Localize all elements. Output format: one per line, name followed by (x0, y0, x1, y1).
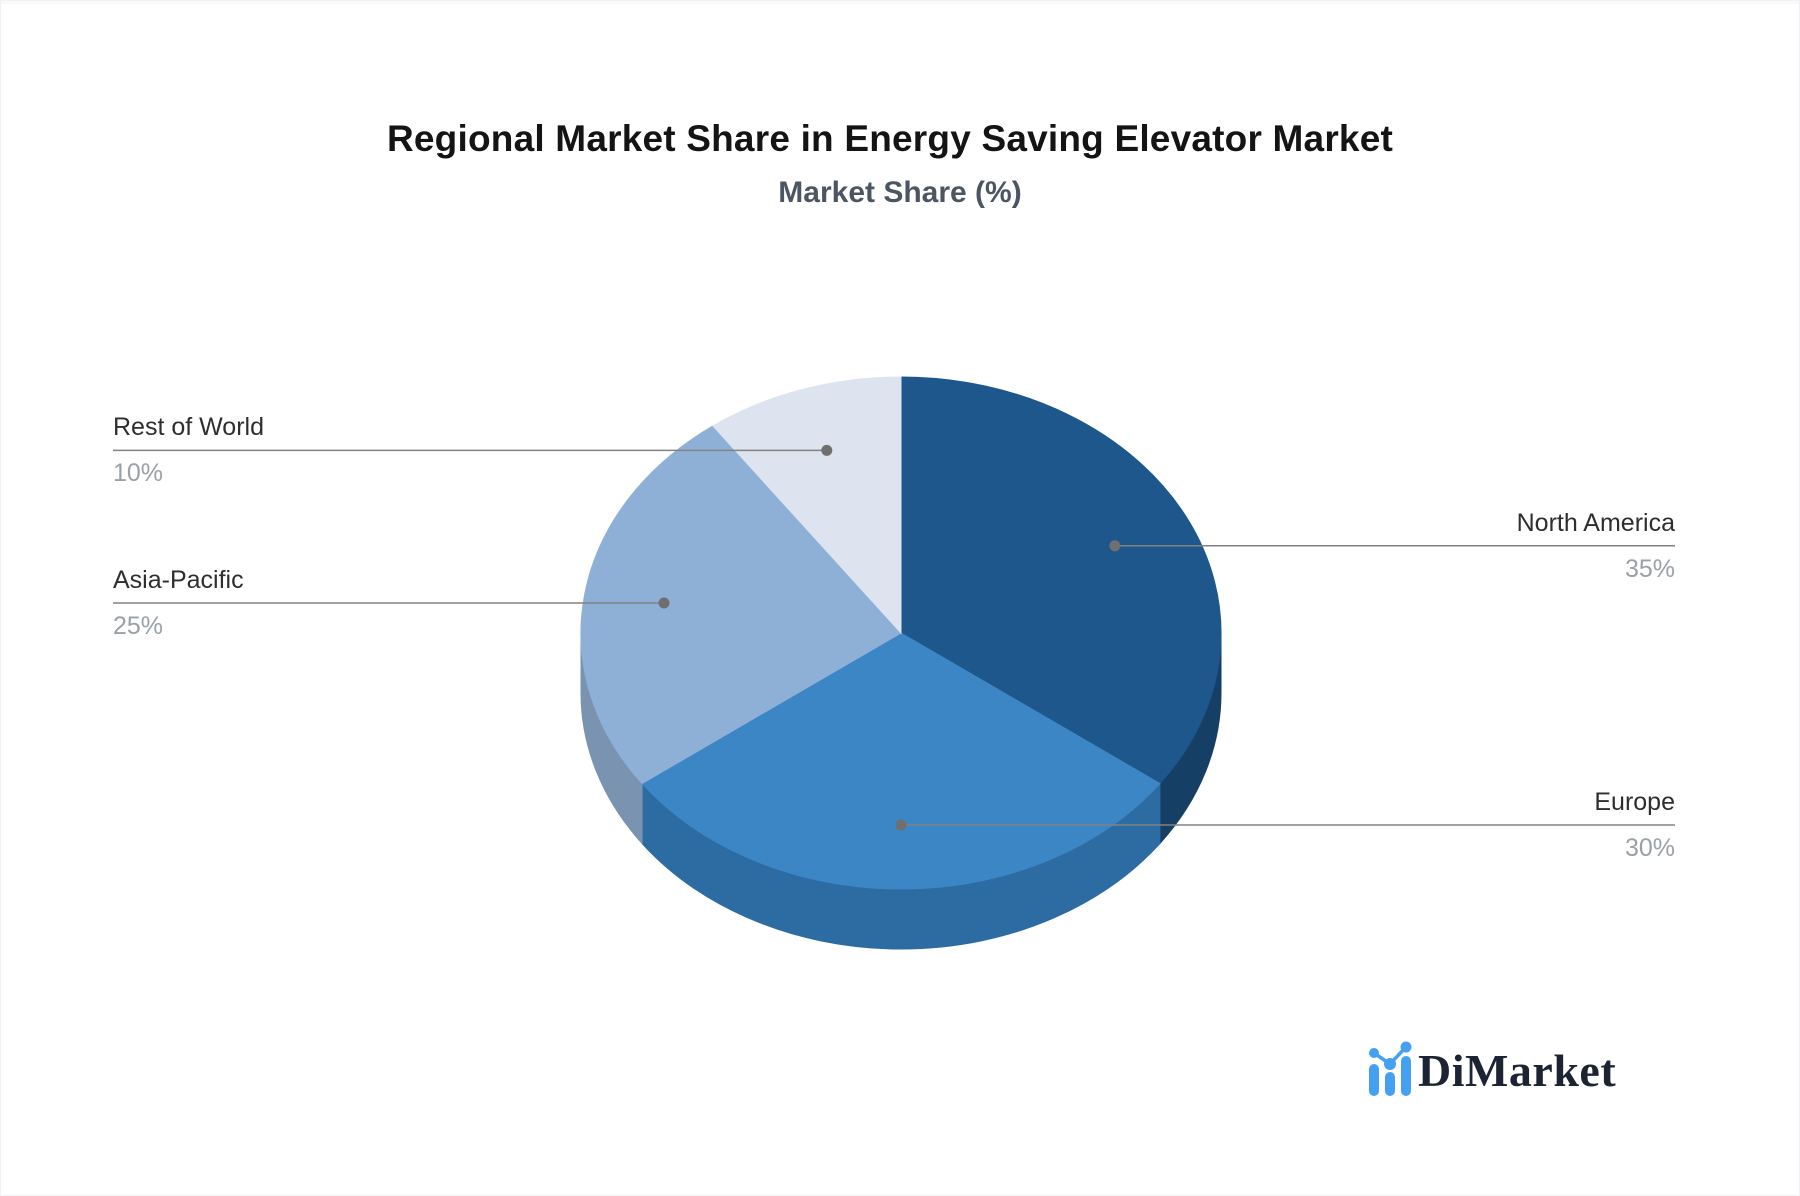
leader-dot (1109, 540, 1121, 552)
pie-slice-north-america[interactable] (900, 376, 1222, 785)
slice-label: North America (1516, 508, 1675, 537)
bar-chart-logo-icon (1369, 1041, 1412, 1096)
slice-label: Asia-Pacific (113, 565, 244, 594)
logo-bars (1369, 1056, 1411, 1096)
slice-value: 35% (1624, 554, 1675, 583)
chart-title: Regional Market Share in Energy Saving E… (386, 118, 1394, 159)
pie-slice-rest-of-world[interactable] (712, 376, 902, 635)
leader-dot (895, 819, 907, 831)
leader-dot (658, 597, 670, 609)
pie-slice-asia-pacific[interactable] (580, 425, 902, 785)
slice-value: 30% (1624, 834, 1675, 862)
brand-logo: DiMarket (1362, 1036, 1662, 1106)
slice-value: 25% (113, 611, 164, 640)
chart-subtitle: Market Share (%) (778, 176, 1022, 209)
logo-trend-line (1369, 1041, 1412, 1070)
slice-label: Rest of World (113, 413, 264, 442)
leader-dot (821, 444, 833, 456)
brand-logo-text: DiMarket (1418, 1045, 1617, 1096)
slice-value: 10% (113, 459, 164, 488)
slice-label: Europe (1594, 788, 1675, 816)
